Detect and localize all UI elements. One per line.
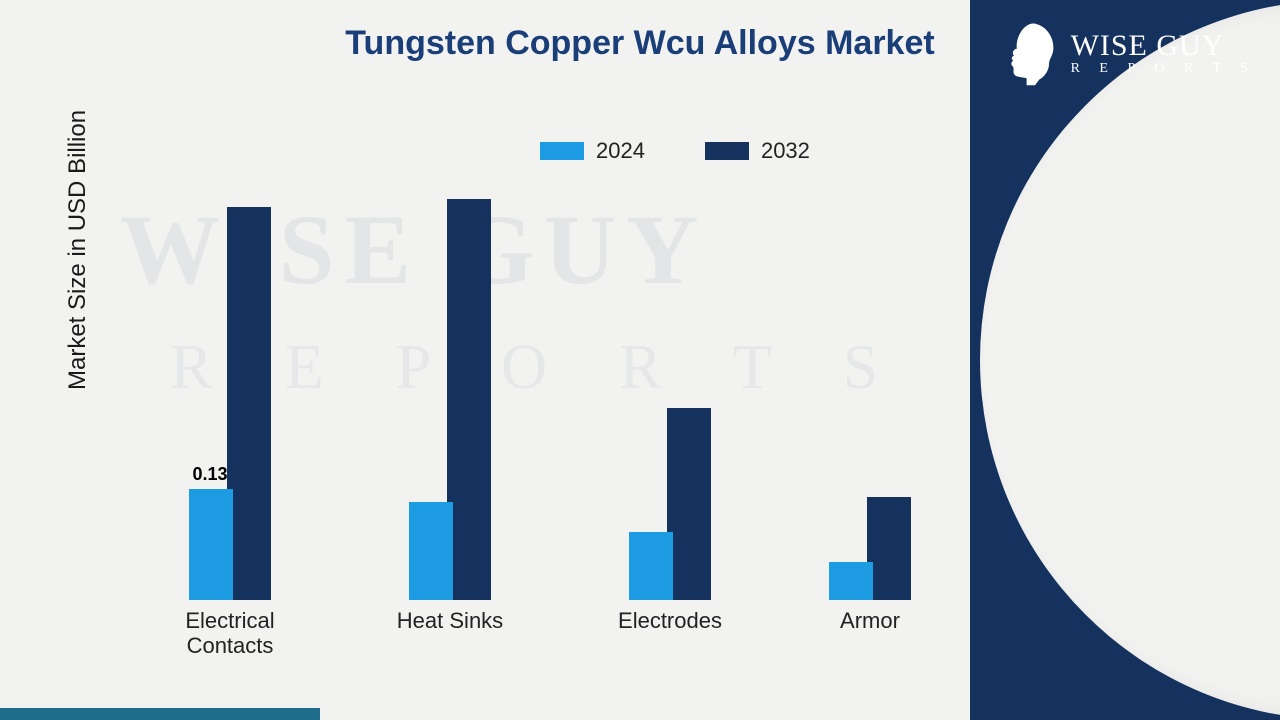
right-brand-panel — [970, 0, 1280, 720]
category-label: Electrodes — [590, 600, 750, 633]
logo-text: WISE GUY R E P O R T S — [1071, 29, 1256, 77]
legend-swatch-2024 — [540, 142, 584, 160]
y-axis-label: Market Size in USD Billion — [64, 110, 92, 390]
legend-item-2024: 2024 — [540, 138, 645, 164]
category-label: Armor — [790, 600, 950, 633]
bar-2024 — [409, 502, 453, 600]
chart-canvas: WISE GUY R E P O R T S WISE GUY R E P O … — [0, 0, 1280, 720]
legend-label-2032: 2032 — [761, 138, 810, 164]
bar-2024 — [629, 532, 673, 600]
logo-line1: WISE GUY — [1071, 29, 1256, 63]
decorative-circle — [980, 0, 1280, 720]
legend: 2024 2032 — [540, 138, 810, 164]
bar-2032 — [867, 497, 911, 600]
head-silhouette-icon — [993, 18, 1063, 88]
bar-group: Armor — [790, 497, 950, 600]
bar-group: Electrodes — [590, 408, 750, 600]
bar-value-label: 0.13 — [192, 464, 227, 485]
bar-group: Heat Sinks — [370, 199, 530, 600]
bar-2024 — [189, 489, 233, 600]
bar-2032 — [447, 199, 491, 600]
brand-logo: WISE GUY R E P O R T S — [993, 18, 1256, 88]
bar-2032 — [667, 408, 711, 600]
bottom-accent-bar — [0, 708, 320, 720]
bar-group: 0.13Electrical Contacts — [150, 207, 310, 600]
legend-label-2024: 2024 — [596, 138, 645, 164]
legend-swatch-2032 — [705, 142, 749, 160]
chart-title: Tungsten Copper Wcu Alloys Market — [345, 24, 934, 63]
category-label: Electrical Contacts — [150, 600, 310, 659]
category-label: Heat Sinks — [370, 600, 530, 633]
bar-2024 — [829, 562, 873, 600]
legend-item-2032: 2032 — [705, 138, 810, 164]
plot-area: 0.13Electrical Contacts Heat Sinks Electro… — [120, 190, 920, 600]
logo-line2: R E P O R T S — [1071, 61, 1256, 77]
bar-2032 — [227, 207, 271, 600]
